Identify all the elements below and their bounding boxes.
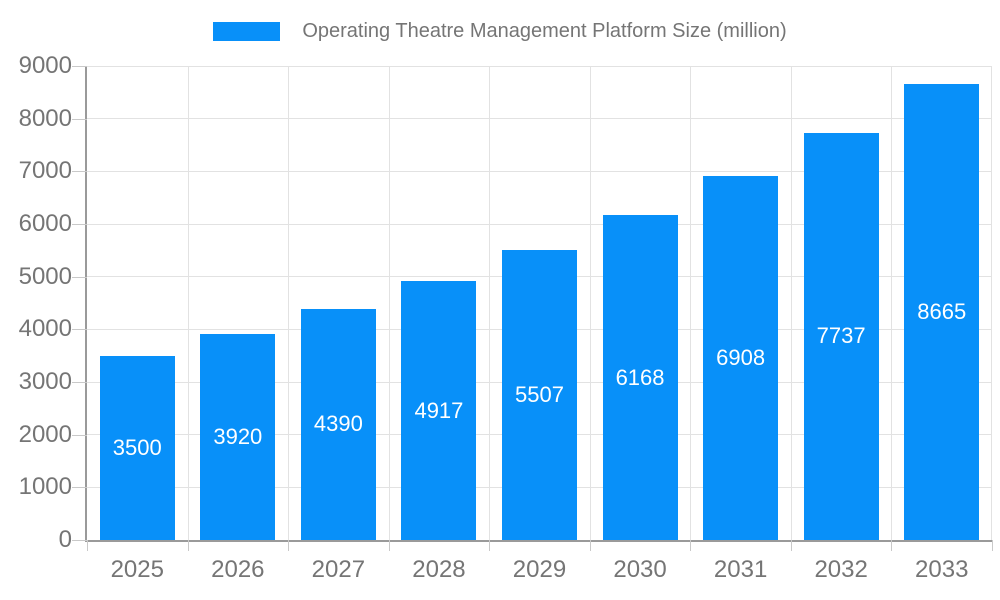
bar-2033[interactable]: 8665 xyxy=(904,83,980,540)
x-axis-tick xyxy=(187,540,189,551)
y-axis-tick xyxy=(72,66,87,67)
x-axis-tick xyxy=(690,540,692,551)
y-axis-label: 7000 xyxy=(18,157,72,185)
gridline-horizontal xyxy=(87,65,992,67)
plot-area: 3500 3920 4390 4917 5507 6168 6908 7737 8665 xyxy=(87,65,992,540)
y-axis-label: 4000 xyxy=(18,315,72,343)
gridline-vertical xyxy=(991,66,992,540)
bar-value-label: 3920 xyxy=(213,423,263,449)
y-axis-tick xyxy=(72,434,87,436)
x-axis-label: 2033 xyxy=(915,556,969,583)
y-axis-tick xyxy=(72,118,87,120)
gridline-vertical xyxy=(187,66,189,540)
x-axis-line xyxy=(85,540,993,542)
y-axis-label: 0 xyxy=(58,526,72,553)
gridline-horizontal xyxy=(87,170,992,172)
bar-value-label: 6168 xyxy=(615,364,665,390)
gridline-vertical xyxy=(388,66,390,540)
y-axis-label: 9000 xyxy=(18,52,72,79)
y-axis-tick xyxy=(72,487,87,489)
x-axis-label: 2027 xyxy=(311,556,366,583)
gridline-vertical xyxy=(790,66,792,540)
x-axis-tick xyxy=(388,540,390,551)
x-axis-label: 2028 xyxy=(412,556,466,583)
gridline-vertical xyxy=(288,66,290,540)
x-axis-tick xyxy=(589,540,591,551)
bar-value-label: 5507 xyxy=(515,381,564,407)
bar-2026[interactable]: 3920 xyxy=(200,333,276,540)
bar-value-label: 4390 xyxy=(313,411,363,437)
gridline-vertical xyxy=(891,66,893,540)
bar-2029[interactable]: 5507 xyxy=(502,249,577,540)
bar-2025[interactable]: 3500 xyxy=(99,355,175,540)
x-axis-tick xyxy=(992,540,993,551)
x-axis-label: 2025 xyxy=(110,556,164,583)
gridline-vertical xyxy=(589,66,591,540)
x-axis-tick xyxy=(790,540,792,551)
x-axis-label: 2031 xyxy=(713,556,768,583)
legend[interactable]: Operating Theatre Management Platform Si… xyxy=(0,16,1000,46)
x-axis-label: 2032 xyxy=(814,556,868,583)
bar-2027[interactable]: 4390 xyxy=(300,308,376,540)
x-axis-tick xyxy=(87,540,88,551)
y-axis-tick xyxy=(72,329,87,331)
x-axis-tick xyxy=(489,540,491,551)
y-axis-label: 5000 xyxy=(18,262,72,290)
y-axis-tick xyxy=(72,171,87,173)
y-axis-tick xyxy=(72,276,87,278)
x-axis-tick xyxy=(891,540,893,551)
x-axis-tick xyxy=(288,540,290,551)
y-axis-label: 6000 xyxy=(18,210,72,237)
y-axis-line xyxy=(85,66,87,542)
bar-value-label: 3500 xyxy=(112,434,162,460)
bar-2030[interactable]: 6168 xyxy=(602,215,678,540)
y-axis-label: 2000 xyxy=(18,420,72,448)
gridline-horizontal xyxy=(87,118,992,120)
y-axis-tick xyxy=(72,540,87,541)
bar-value-label: 4917 xyxy=(414,397,464,423)
bar-2032[interactable]: 7737 xyxy=(803,132,879,540)
bar-2031[interactable]: 6908 xyxy=(703,176,779,540)
x-axis-label: 2029 xyxy=(512,556,567,583)
y-axis-label: 3000 xyxy=(18,368,72,395)
bar-value-label: 6908 xyxy=(716,345,766,371)
y-axis-tick xyxy=(72,224,87,225)
bar-value-label: 8665 xyxy=(917,298,967,324)
x-axis-label: 2030 xyxy=(613,556,667,583)
gridline-vertical xyxy=(690,66,692,540)
x-axis-label: 2026 xyxy=(211,556,265,583)
y-axis-label: 8000 xyxy=(18,104,72,132)
y-axis-label: 1000 xyxy=(18,473,72,501)
bar-2028[interactable]: 4917 xyxy=(401,281,477,540)
bar-value-label: 7737 xyxy=(816,323,866,349)
chart-title[interactable]: Operating Theatre Management Platform Si… xyxy=(302,20,787,42)
gridline-horizontal xyxy=(87,223,992,225)
gridline-vertical xyxy=(489,66,491,540)
legend-swatch[interactable] xyxy=(213,21,281,41)
y-axis-tick xyxy=(72,382,87,383)
